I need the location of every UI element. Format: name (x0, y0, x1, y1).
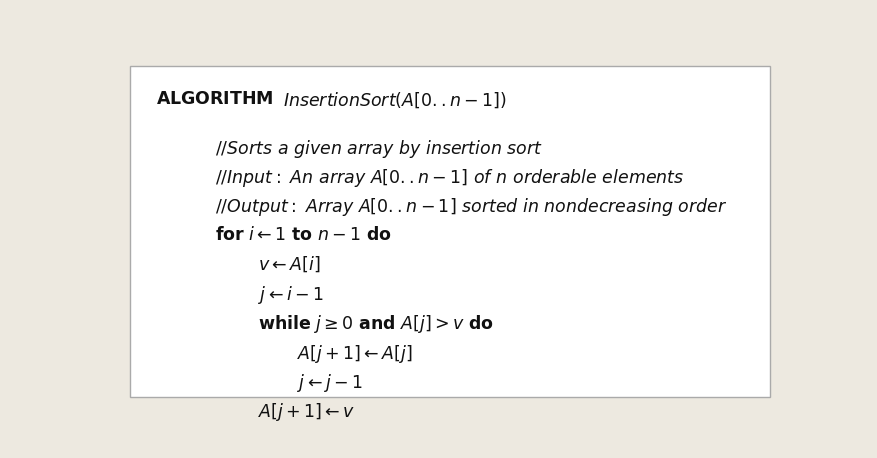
Text: $\mathbf{ALGORITHM}$: $\mathbf{ALGORITHM}$ (156, 90, 274, 108)
FancyBboxPatch shape (130, 65, 769, 397)
Text: $j \leftarrow j-1$: $j \leftarrow j-1$ (296, 372, 362, 394)
Text: $\mathit{//Input{:}\ An\ array\ }A[0{..}n-1]\mathit{\ of\ }n\mathit{\ orderable\: $\mathit{//Input{:}\ An\ array\ }A[0{..}… (215, 167, 684, 189)
Text: $v \leftarrow A[i]$: $v \leftarrow A[i]$ (258, 255, 320, 274)
Text: $\mathit{InsertionSort}(A[0{..}n-1])$: $\mathit{InsertionSort}(A[0{..}n-1])$ (283, 90, 506, 110)
Text: $A[j+1] \leftarrow A[j]$: $A[j+1] \leftarrow A[j]$ (296, 343, 412, 365)
Text: $\mathbf{for}\ i \leftarrow 1\ \mathbf{to}\ n-1\ \mathbf{do}$: $\mathbf{for}\ i \leftarrow 1\ \mathbf{t… (215, 226, 392, 244)
Text: $j \leftarrow i-1$: $j \leftarrow i-1$ (258, 284, 324, 306)
Text: $\mathbf{while}\ j \geq 0\ \mathbf{and}\ A[j] > v\ \mathbf{do}$: $\mathbf{while}\ j \geq 0\ \mathbf{and}\… (258, 313, 494, 335)
Text: $\mathit{//Sorts\ a\ given\ array\ by\ insertion\ sort}$: $\mathit{//Sorts\ a\ given\ array\ by\ i… (215, 138, 543, 160)
Text: $\mathit{//Output{:}\ Array\ }A[0{..}n-1]\mathit{\ sorted\ in\ nondecreasing\ or: $\mathit{//Output{:}\ Array\ }A[0{..}n-1… (215, 196, 727, 218)
Text: $A[j+1] \leftarrow v$: $A[j+1] \leftarrow v$ (258, 401, 355, 423)
